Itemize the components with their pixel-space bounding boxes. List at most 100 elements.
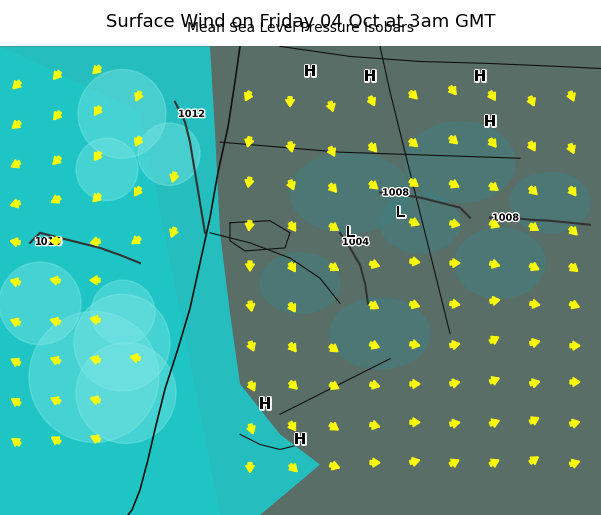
FancyArrow shape <box>529 338 540 347</box>
FancyArrow shape <box>50 317 61 326</box>
FancyArrow shape <box>450 340 460 350</box>
FancyArrow shape <box>488 138 496 147</box>
FancyArrow shape <box>288 262 296 272</box>
FancyArrow shape <box>288 221 296 231</box>
Circle shape <box>76 138 138 200</box>
FancyArrow shape <box>527 96 535 106</box>
FancyArrow shape <box>288 463 297 472</box>
Text: H: H <box>294 432 307 447</box>
FancyArrow shape <box>94 106 102 115</box>
FancyArrow shape <box>245 220 254 231</box>
FancyArrow shape <box>53 70 61 79</box>
FancyArrow shape <box>286 142 295 152</box>
FancyArrow shape <box>288 302 296 312</box>
FancyArrow shape <box>490 297 500 305</box>
FancyArrow shape <box>570 377 580 386</box>
FancyArrow shape <box>245 177 254 187</box>
FancyArrow shape <box>328 146 335 156</box>
FancyArrow shape <box>11 358 21 367</box>
FancyArrow shape <box>329 461 340 470</box>
Ellipse shape <box>290 152 410 233</box>
FancyArrow shape <box>367 96 376 106</box>
FancyArrow shape <box>450 299 460 308</box>
FancyArrow shape <box>529 417 539 425</box>
FancyArrow shape <box>247 341 255 351</box>
FancyArrow shape <box>529 379 540 388</box>
Text: L: L <box>395 205 405 220</box>
FancyArrow shape <box>288 421 296 431</box>
FancyArrow shape <box>409 300 419 308</box>
Ellipse shape <box>260 253 340 314</box>
FancyArrow shape <box>409 179 418 186</box>
FancyArrow shape <box>50 356 61 365</box>
FancyArrow shape <box>11 160 21 168</box>
FancyArrow shape <box>135 136 142 146</box>
FancyArrow shape <box>90 396 100 405</box>
FancyArrow shape <box>135 91 143 101</box>
FancyArrow shape <box>53 111 62 119</box>
FancyArrow shape <box>567 143 575 153</box>
Ellipse shape <box>510 173 590 233</box>
FancyArrow shape <box>12 121 21 128</box>
FancyArrow shape <box>570 419 580 428</box>
Circle shape <box>74 294 170 391</box>
FancyArrow shape <box>329 344 338 352</box>
FancyArrow shape <box>409 457 419 466</box>
FancyArrow shape <box>10 199 20 208</box>
Circle shape <box>0 262 81 345</box>
FancyArrow shape <box>90 237 100 246</box>
Ellipse shape <box>455 228 545 298</box>
FancyArrow shape <box>329 183 337 192</box>
Text: 1004: 1004 <box>342 237 369 247</box>
FancyArrow shape <box>489 336 499 345</box>
FancyArrow shape <box>450 379 460 388</box>
FancyArrow shape <box>93 193 102 202</box>
FancyArrow shape <box>489 459 499 467</box>
FancyArrow shape <box>450 259 460 268</box>
Circle shape <box>138 123 200 185</box>
FancyArrow shape <box>450 419 460 428</box>
Ellipse shape <box>405 122 515 202</box>
Text: 1012: 1012 <box>178 109 205 119</box>
FancyArrow shape <box>410 380 420 388</box>
FancyArrow shape <box>570 341 580 350</box>
FancyArrow shape <box>90 316 100 324</box>
FancyArrow shape <box>410 257 420 266</box>
FancyArrow shape <box>50 236 60 246</box>
FancyArrow shape <box>370 380 380 389</box>
FancyArrow shape <box>11 318 21 327</box>
FancyArrow shape <box>409 90 417 99</box>
Text: L: L <box>345 225 355 241</box>
FancyArrow shape <box>370 421 380 430</box>
FancyArrow shape <box>245 91 252 101</box>
FancyArrow shape <box>329 222 338 230</box>
Circle shape <box>29 312 159 442</box>
FancyArrow shape <box>90 355 100 364</box>
FancyArrow shape <box>248 381 255 391</box>
Text: 1008: 1008 <box>382 187 409 198</box>
FancyArrow shape <box>52 437 61 444</box>
FancyArrow shape <box>487 91 495 100</box>
FancyArrow shape <box>409 218 419 226</box>
FancyArrow shape <box>245 136 254 147</box>
FancyArrow shape <box>449 459 459 467</box>
Circle shape <box>91 280 155 345</box>
Text: H: H <box>364 69 376 84</box>
FancyArrow shape <box>529 186 537 195</box>
FancyArrow shape <box>13 80 22 89</box>
FancyArrow shape <box>370 260 379 268</box>
Text: H: H <box>304 64 316 79</box>
Text: 1016: 1016 <box>35 237 62 247</box>
FancyArrow shape <box>569 459 579 468</box>
Ellipse shape <box>380 193 460 253</box>
FancyArrow shape <box>489 376 499 385</box>
FancyArrow shape <box>10 278 20 287</box>
FancyArrow shape <box>448 85 456 95</box>
FancyArrow shape <box>567 91 575 101</box>
FancyArrow shape <box>170 172 178 182</box>
Text: H: H <box>258 397 272 411</box>
FancyArrow shape <box>369 340 379 349</box>
Polygon shape <box>0 46 320 515</box>
Text: H: H <box>474 69 486 84</box>
Ellipse shape <box>330 298 430 369</box>
